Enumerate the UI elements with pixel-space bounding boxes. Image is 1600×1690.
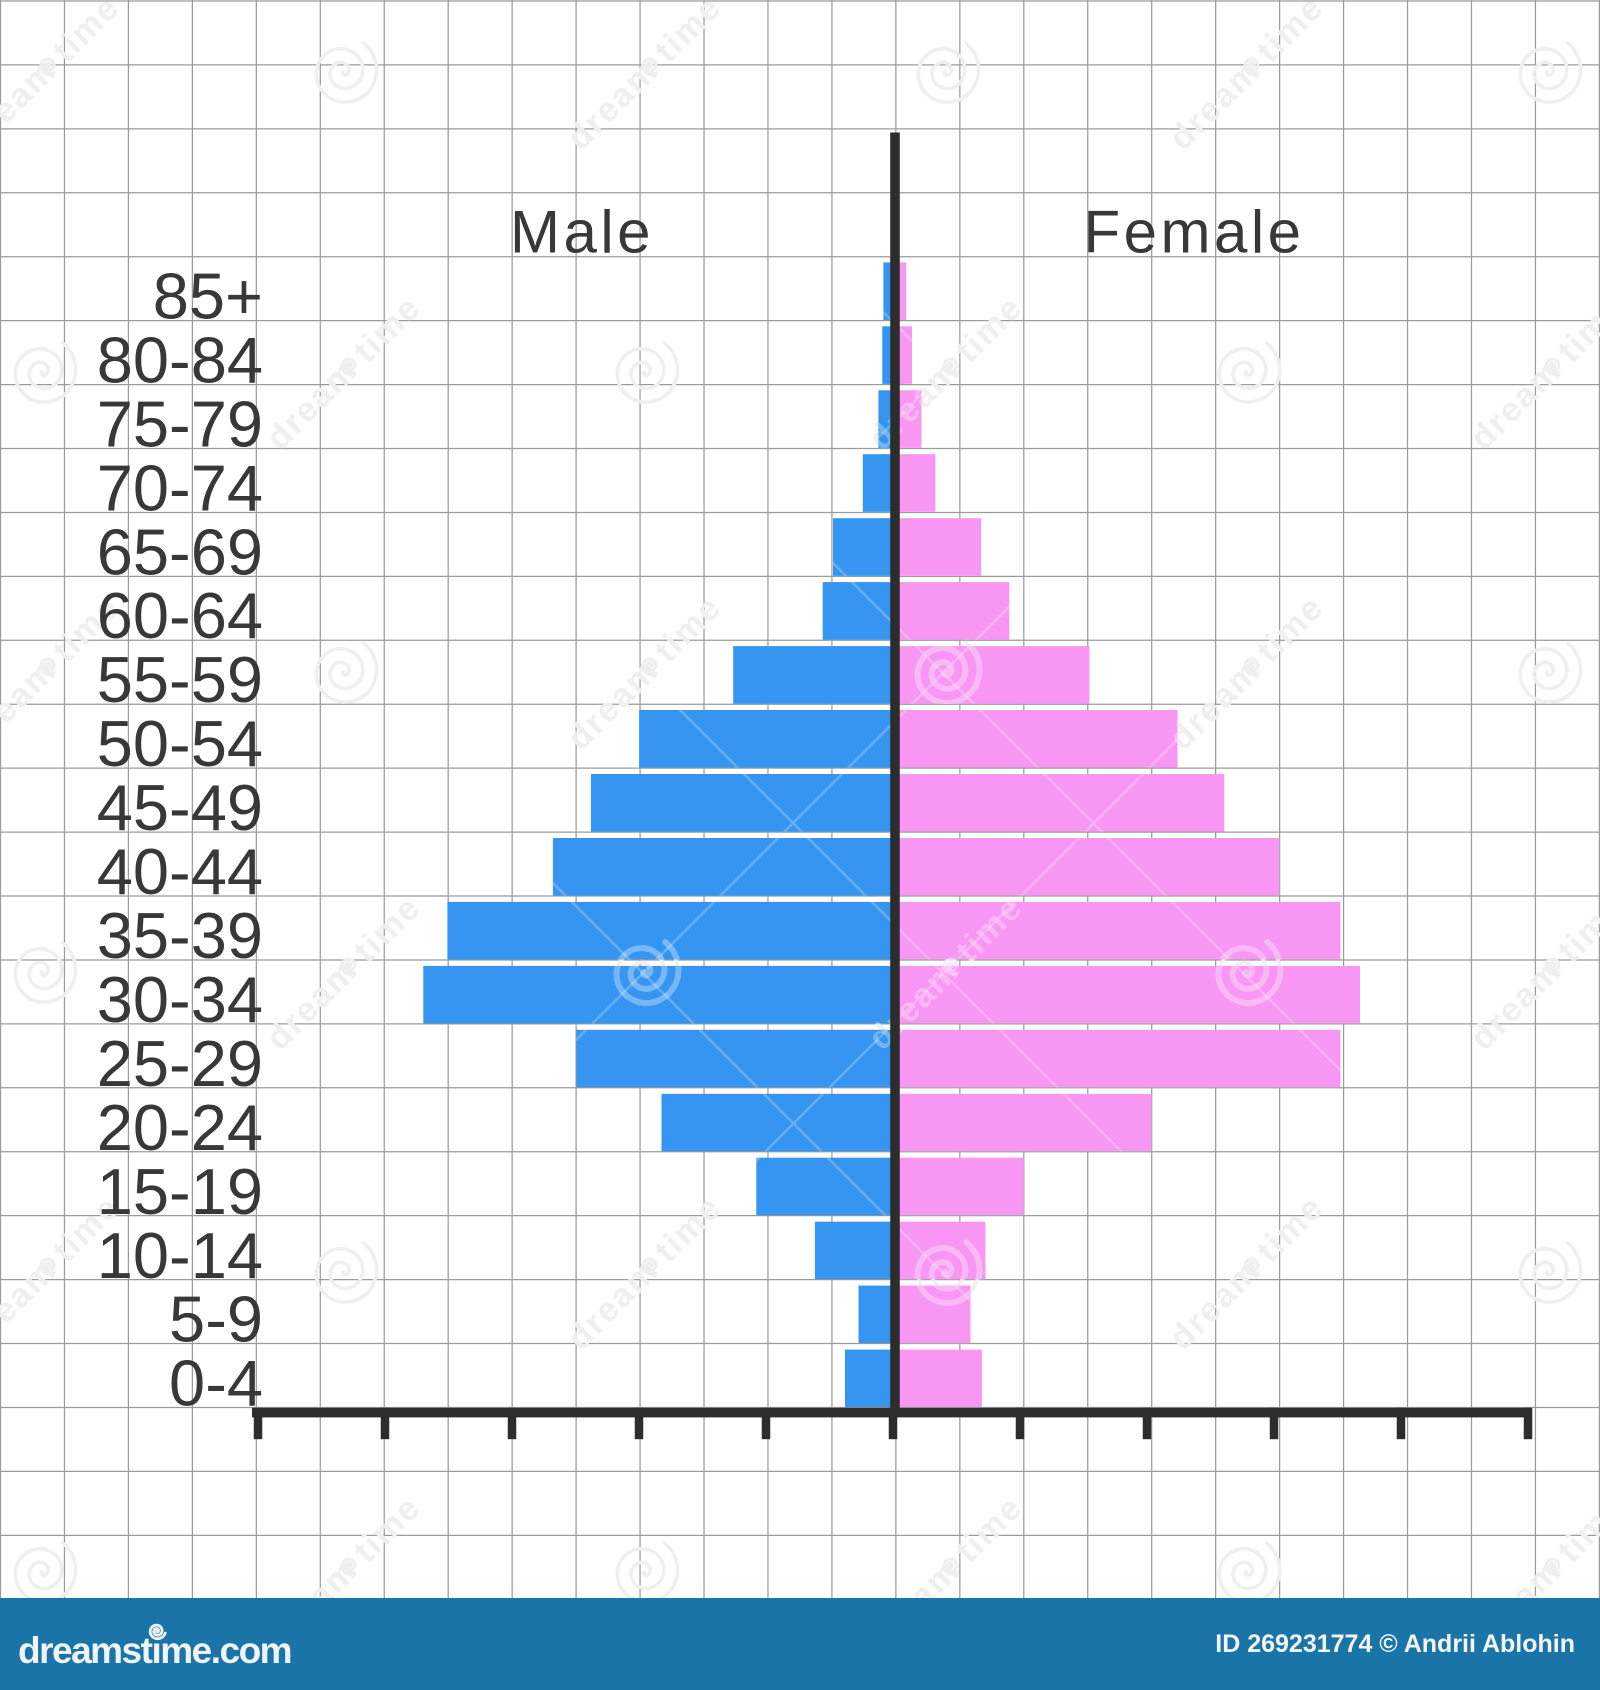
svg-text:70-74: 70-74 — [97, 451, 263, 524]
svg-text:Female: Female — [1083, 199, 1304, 266]
svg-text:75-79: 75-79 — [97, 387, 263, 460]
svg-text:20-24: 20-24 — [97, 1091, 263, 1164]
svg-text:50-54: 50-54 — [97, 707, 263, 780]
svg-text:15-19: 15-19 — [97, 1155, 263, 1228]
svg-text:35-39: 35-39 — [97, 899, 263, 972]
svg-text:60-64: 60-64 — [97, 579, 263, 652]
svg-text:5-9: 5-9 — [169, 1283, 263, 1356]
svg-text:55-59: 55-59 — [97, 643, 263, 716]
svg-text:Male: Male — [510, 199, 654, 266]
svg-text:ID 269231774 © Andrii Ablohin: ID 269231774 © Andrii Ablohin — [1215, 1630, 1575, 1658]
svg-text:40-44: 40-44 — [97, 835, 263, 908]
svg-text:0-4: 0-4 — [169, 1347, 263, 1420]
svg-text:30-34: 30-34 — [97, 963, 263, 1036]
svg-text:45-49: 45-49 — [97, 771, 263, 844]
svg-text:65-69: 65-69 — [97, 515, 263, 588]
svg-text:85+: 85+ — [153, 260, 263, 333]
svg-text:10-14: 10-14 — [97, 1219, 263, 1292]
svg-text:25-29: 25-29 — [97, 1027, 263, 1100]
svg-text:80-84: 80-84 — [97, 323, 263, 396]
